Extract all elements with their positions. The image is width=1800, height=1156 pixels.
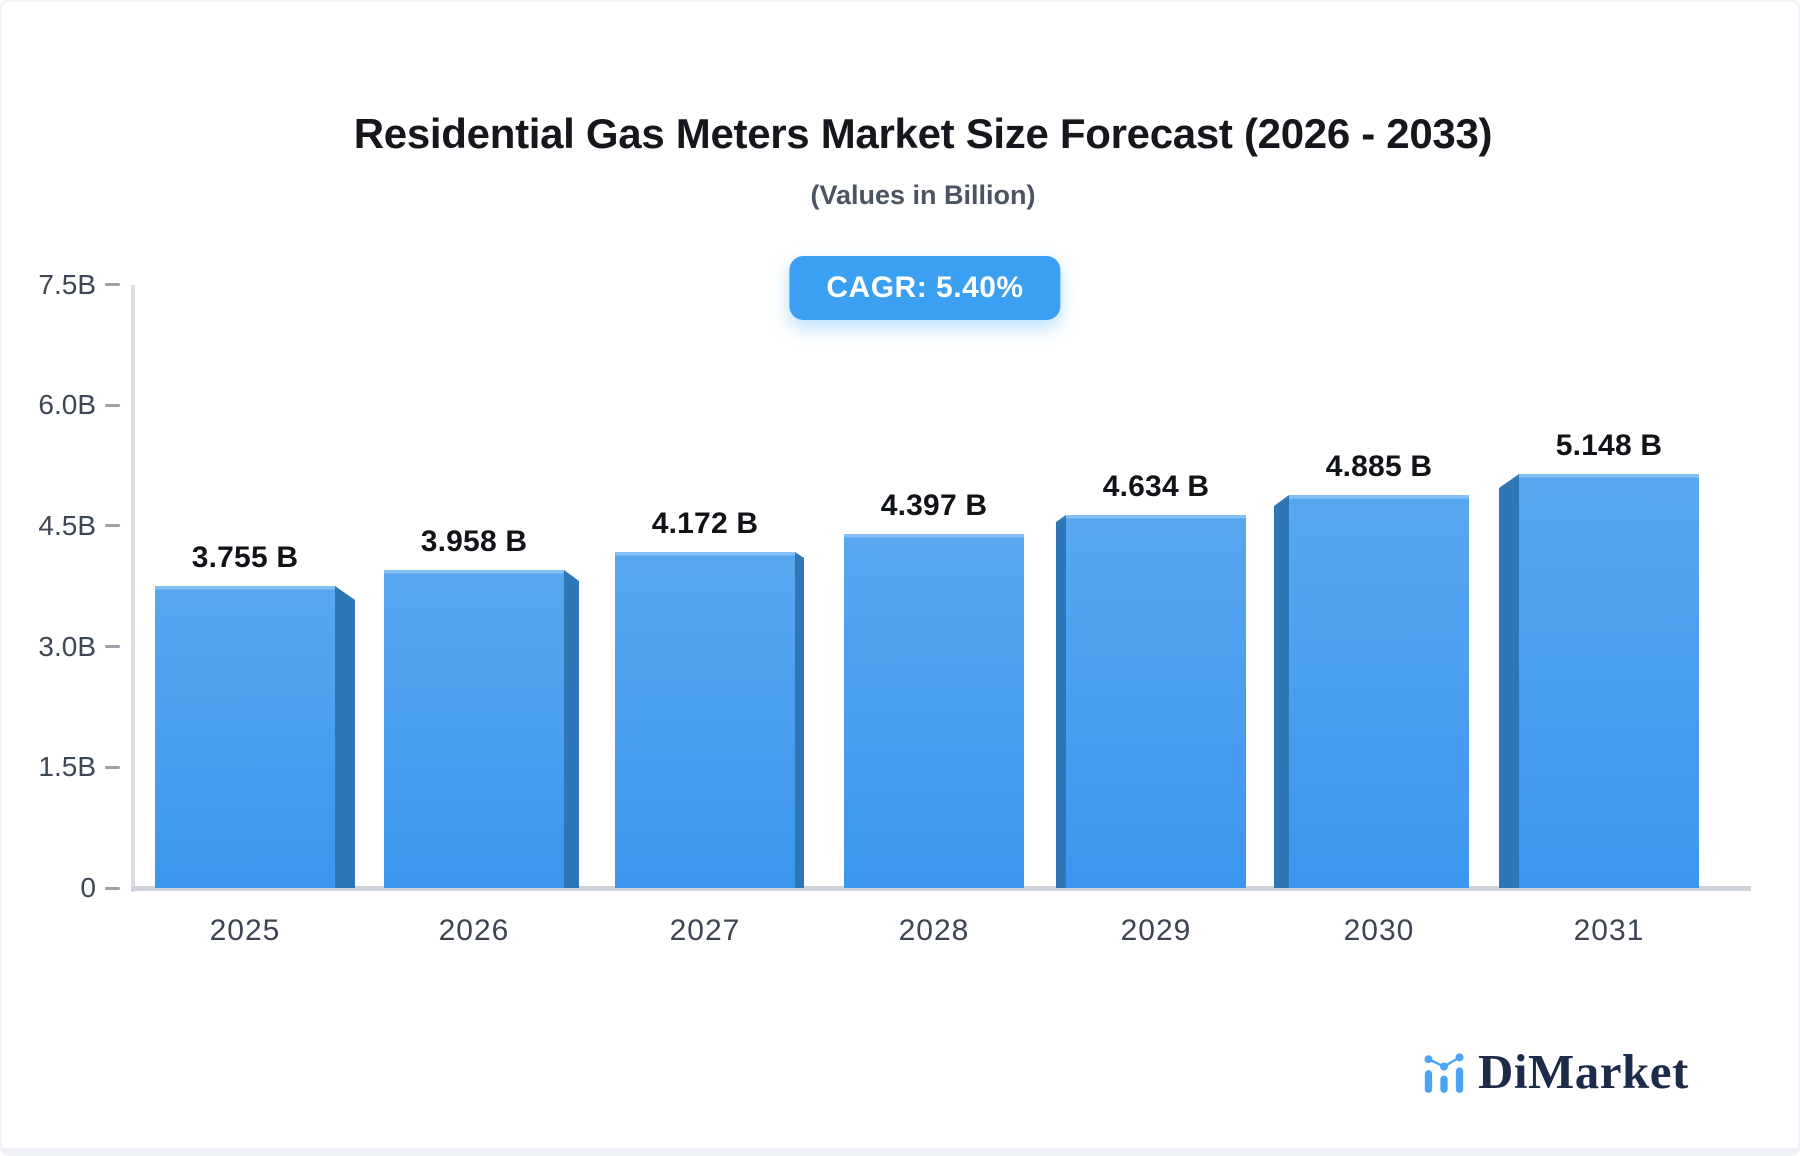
bottom-edge-strip — [2, 1148, 1798, 1154]
x-axis-label-2026: 2026 — [438, 914, 510, 947]
y-axis-tick-label: 4.5B — [38, 509, 96, 541]
bar-value-label-2025: 3.755 B — [191, 541, 299, 574]
chart-subtitle: (Values in Billion) — [810, 180, 1036, 210]
y-axis-tick-label: 0 — [80, 872, 96, 903]
y-axis-tick-mark — [105, 765, 120, 769]
x-axis-label-2030: 2030 — [1343, 914, 1415, 947]
y-axis-tick-mark — [105, 283, 120, 287]
x-axis-label-2031: 2031 — [1573, 914, 1645, 947]
x-axis-label-2029: 2029 — [1120, 914, 1192, 947]
bar-3d-side-2031 — [1499, 474, 1519, 888]
x-axis-line — [131, 886, 1751, 891]
bar-2025[interactable] — [155, 586, 335, 888]
bar-2030[interactable] — [1289, 495, 1469, 888]
bar-3d-side-2027 — [795, 552, 804, 888]
bar-value-label-2027: 4.172 B — [651, 507, 759, 540]
bar-2027[interactable] — [615, 552, 795, 888]
y-axis-tick-label: 6.0B — [38, 389, 96, 421]
bar-value-label-2028: 4.397 B — [880, 489, 988, 522]
cagr-badge: CAGR: 5.40% — [789, 256, 1061, 320]
bar-2029[interactable] — [1066, 515, 1246, 888]
bar-value-label-2026: 3.958 B — [420, 525, 528, 558]
y-axis-tick-mark — [105, 403, 120, 407]
bar-2026[interactable] — [384, 570, 564, 888]
y-axis-tick-label: 3.0B — [38, 630, 96, 662]
bar-3d-side-2026 — [564, 570, 579, 888]
bar-2031[interactable] — [1519, 474, 1699, 888]
bar-value-label-2030: 4.885 B — [1325, 450, 1433, 483]
bar-3d-side-2030 — [1274, 495, 1289, 888]
brand-name: DiMarket — [1478, 1043, 1689, 1099]
y-axis-line — [131, 285, 135, 892]
x-axis-label-2028: 2028 — [898, 914, 970, 947]
x-axis-label-2025: 2025 — [209, 914, 281, 947]
bar-value-label-2031: 5.148 B — [1555, 429, 1663, 462]
bar-chart-logo-icon — [1424, 1053, 1464, 1093]
bar-2028[interactable] — [844, 534, 1024, 888]
y-axis-tick-mark — [105, 524, 120, 528]
brand-logo: DiMarket — [1423, 1043, 1689, 1099]
y-axis-tick-mark — [105, 645, 120, 649]
x-axis-label-2027: 2027 — [669, 914, 741, 947]
bar-3d-side-2025 — [335, 586, 355, 888]
y-axis-tick-label: 7.5B — [38, 268, 96, 300]
chart-title: Residential Gas Meters Market Size Forec… — [353, 110, 1493, 157]
y-axis-tick-mark — [105, 886, 120, 890]
bar-3d-side-2029 — [1056, 515, 1066, 888]
bar-value-label-2029: 4.634 B — [1102, 470, 1210, 503]
chart-header: Residential Gas Meters Market Size Forec… — [48, 2, 1798, 211]
y-axis-tick-label: 1.5B — [38, 751, 96, 783]
